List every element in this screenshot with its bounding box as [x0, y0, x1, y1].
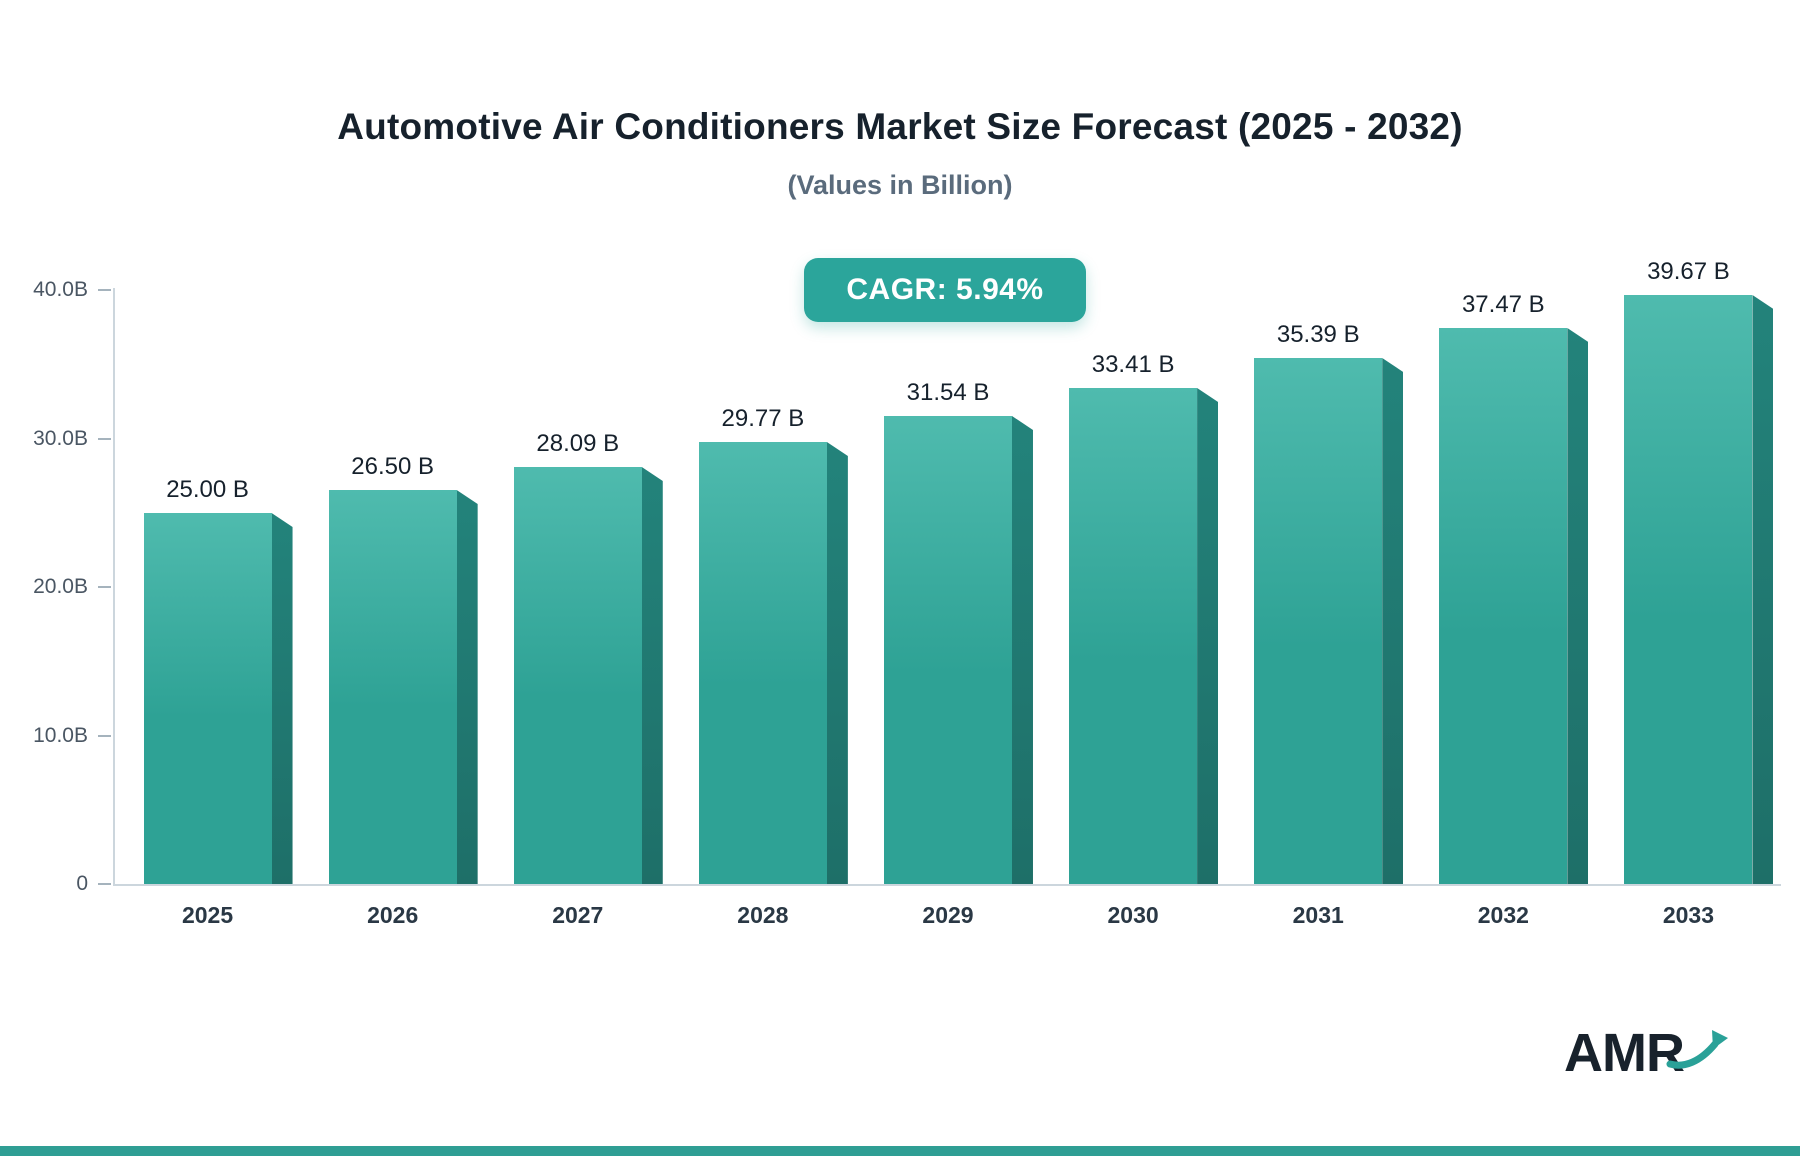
bar-side-edge [826, 442, 848, 884]
amr-logo: AMR [1564, 1026, 1730, 1080]
bar-face [698, 442, 827, 884]
bar-group: 28.09 B [485, 290, 670, 884]
y-tick-mark [98, 883, 111, 885]
y-tick: 40.0B [33, 278, 111, 302]
bar-side-edge [1197, 388, 1219, 884]
plot-area: 25.00 B 26.50 B 28.09 B 29.77 B 31.54 B 33.41… [113, 258, 1781, 886]
x-label-2033: 2033 [1662, 902, 1715, 928]
bar-2032 [1439, 328, 1589, 884]
bars: 25.00 B 26.50 B 28.09 B 29.77 B 31.54 B 33.41… [115, 258, 1781, 884]
x-label-2029: 2029 [922, 902, 974, 928]
y-tick-mark [98, 586, 111, 588]
chart-subtitle: (Values in Billion) [787, 170, 1013, 200]
bar-2030 [1069, 388, 1219, 884]
y-tick: 0 [76, 872, 111, 896]
bar-side-edge [271, 513, 293, 884]
amr-logo-text: AMR [1564, 1023, 1685, 1083]
x-axis-line [113, 884, 1781, 886]
bar-value-label: 39.67 B [1647, 258, 1730, 285]
cagr-badge: CAGR: 5.94% [804, 258, 1086, 322]
bar-value-label: 37.47 B [1461, 291, 1545, 318]
y-axis-line [113, 288, 115, 884]
y-tick-mark [98, 289, 111, 291]
y-tick-label: 10.0B [33, 723, 88, 747]
bar-value-label: 33.41 B [1091, 351, 1175, 378]
bar-2026 [328, 490, 478, 884]
logo-arrow-icon [1666, 1030, 1728, 1069]
y-tick: 30.0B [33, 427, 111, 451]
bar-value-label: 25.00 B [166, 476, 249, 503]
bar-group: 33.41 B [1041, 290, 1226, 884]
y-tick-mark [98, 734, 111, 737]
bar-2033 [1624, 295, 1774, 884]
bar-2029 [883, 416, 1033, 884]
y-axis: 40.0B 30.0B 20.0B 10.0B 0 [0, 278, 111, 895]
bar-group: 29.77 B [670, 290, 855, 884]
bar-value-label: 35.39 B [1276, 321, 1360, 348]
bar-2027 [513, 467, 663, 884]
bar-group: 35.39 B [1226, 290, 1411, 884]
y-tick-label: 40.0B [33, 278, 88, 301]
bar-face [143, 513, 272, 884]
y-tick-label: 30.0B [33, 426, 88, 450]
bar-side-edge [1382, 358, 1404, 884]
bar-group: 37.47 B [1411, 290, 1596, 884]
bar-side-edge [641, 467, 663, 884]
bar-face [883, 416, 1012, 884]
cagr-badge-label: CAGR: 5.94% [846, 273, 1044, 306]
bar-2031 [1254, 358, 1404, 884]
bar-side-edge [456, 490, 478, 884]
y-tick: 10.0B [33, 724, 111, 748]
bottom-accent-bar [0, 1146, 1800, 1156]
bar-value-label: 29.77 B [721, 405, 805, 432]
bar-value-label: 26.50 B [351, 453, 435, 480]
bar-face [1254, 358, 1383, 884]
bar-2025 [143, 513, 293, 884]
chart-title: Automotive Air Conditioners Market Size … [337, 106, 1463, 147]
bar-side-edge [1752, 295, 1774, 884]
bar-face [1624, 295, 1753, 884]
x-label-2028: 2028 [737, 902, 789, 928]
bar-face [328, 490, 457, 884]
y-tick-label: 20.0B [33, 575, 88, 598]
bar-value-label: 28.09 B [536, 430, 620, 457]
bar-side-edge [1567, 328, 1589, 884]
bar-face [1069, 388, 1198, 884]
bar-2028 [698, 442, 848, 884]
x-label-2025: 2025 [181, 902, 234, 928]
x-axis: 2025 2026 2027 2028 2029 2030 2031 2032 2033 [115, 902, 1781, 929]
bar-value-label: 31.54 B [906, 379, 990, 406]
x-label-2026: 2026 [367, 902, 419, 928]
bar-side-edge [1011, 416, 1033, 884]
x-label-2030: 2030 [1107, 902, 1159, 928]
bar-group: 26.50 B [300, 290, 485, 884]
y-tick-label: 0 [76, 872, 88, 895]
bar-face [513, 467, 642, 884]
bar-group: 25.00 B [115, 290, 300, 884]
y-tick: 20.0B [33, 575, 111, 599]
x-label-2032: 2032 [1477, 902, 1529, 928]
y-tick-mark [98, 437, 111, 440]
bar-group: 31.54 B [855, 290, 1040, 884]
bar-group: 39.67 B [1596, 258, 1781, 884]
bar-face [1439, 328, 1568, 884]
x-label-2031: 2031 [1292, 902, 1344, 928]
x-label-2027: 2027 [552, 902, 604, 928]
